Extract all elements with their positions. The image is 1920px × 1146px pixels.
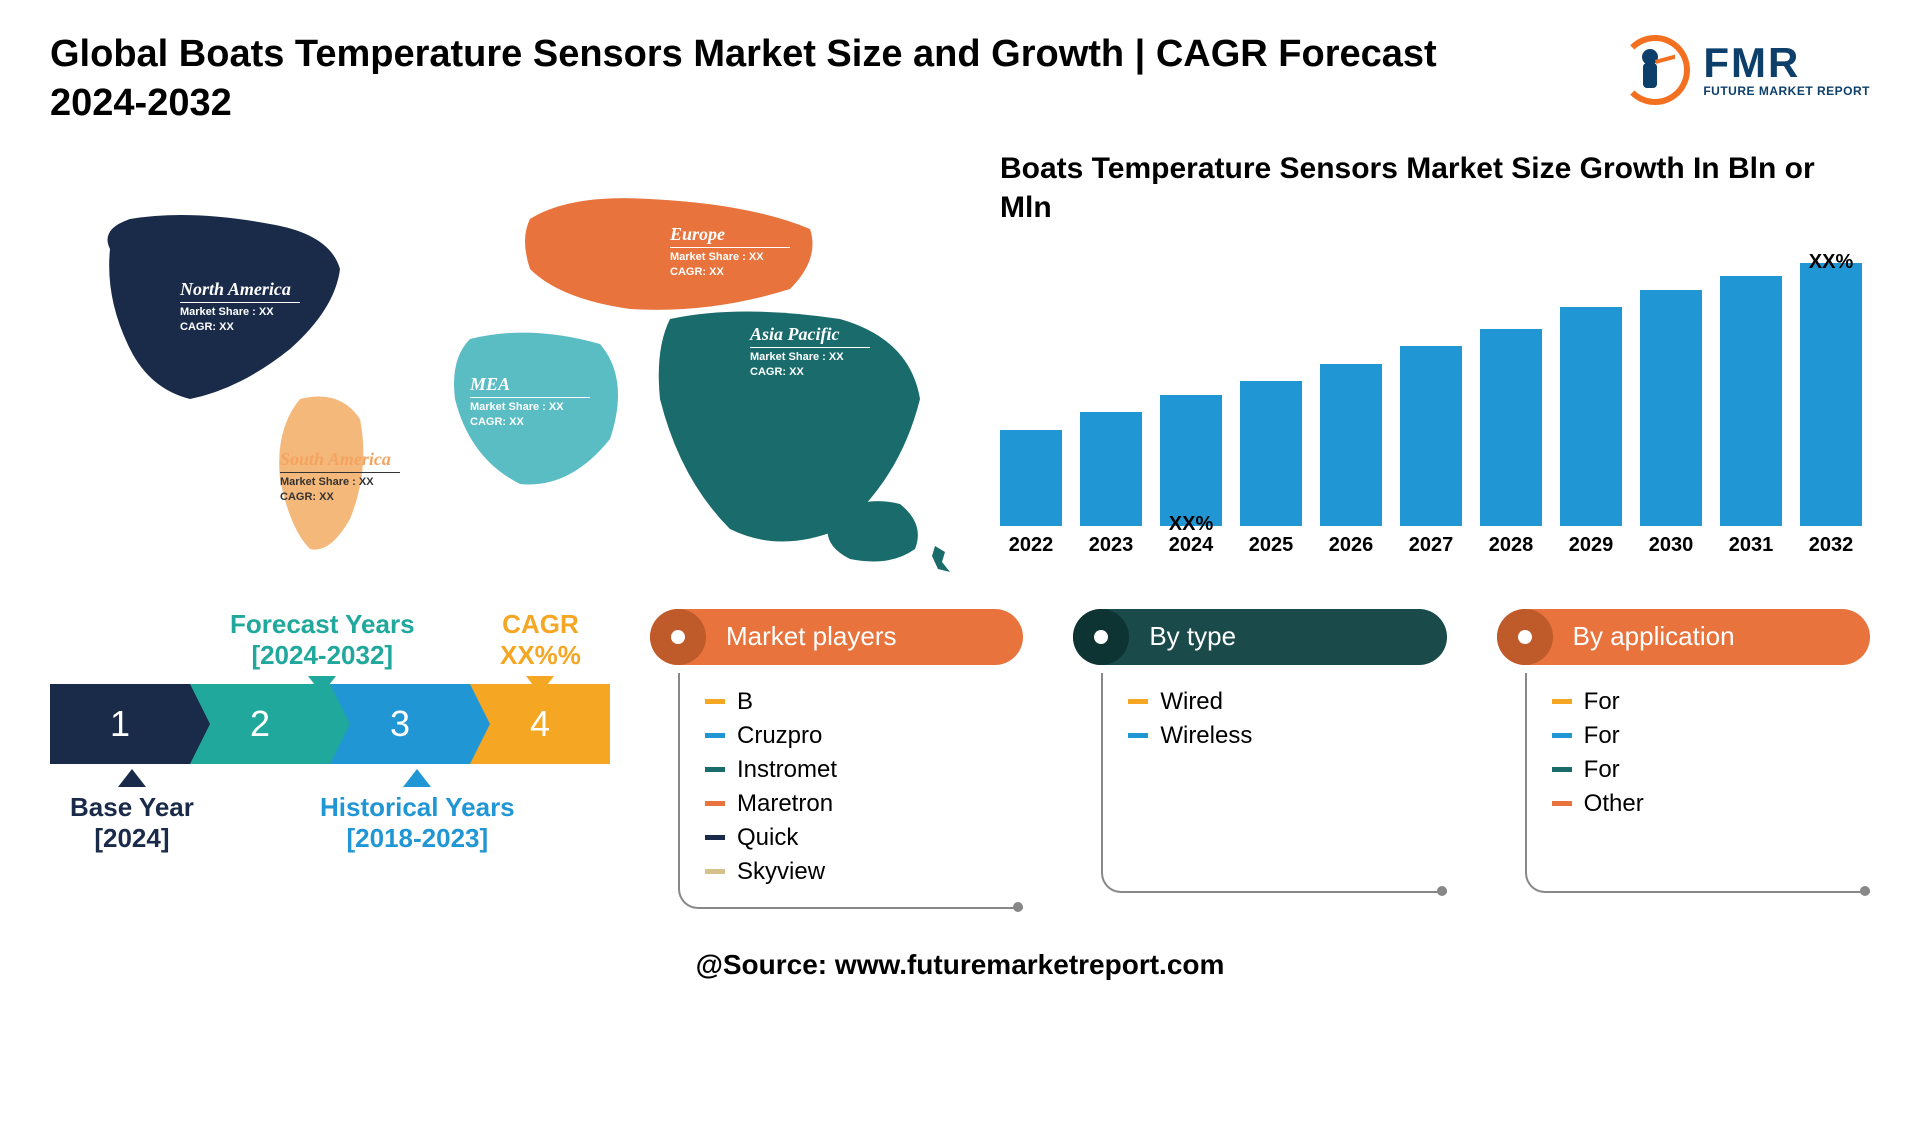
bar-2025: 2025: [1240, 381, 1302, 556]
bar-2023: 2023: [1080, 412, 1142, 557]
timeline: Forecast Years[2024-2032]CAGRXX%% 1234 B…: [50, 609, 610, 849]
logo-icon: [1615, 30, 1695, 110]
pill-header: By type: [1073, 609, 1446, 665]
bar-2030: 2030: [1640, 290, 1702, 557]
bar-2026: 2026: [1320, 364, 1382, 557]
pill-list: Wired Wireless: [1101, 673, 1446, 893]
timeline-label-bottom: Base Year[2024]: [70, 769, 194, 854]
bar-2028: 2028: [1480, 329, 1542, 557]
pill-item: Cruzpro: [705, 722, 1023, 750]
pill-item: Wired: [1128, 688, 1446, 716]
pill-item: Quick: [705, 824, 1023, 852]
timeline-label-top: CAGRXX%%: [500, 609, 581, 694]
pill-list: B Cruzpro Instromet Maretron Quick Skyview: [678, 673, 1023, 909]
region-label-eu: EuropeMarket Share : XXCAGR: XX: [670, 224, 790, 281]
pill-column: Market players B Cruzpro Instromet Maretron…: [650, 609, 1023, 909]
world-map: North AmericaMarket Share : XXCAGR: XX So…: [50, 149, 950, 569]
region-label-sa: South AmericaMarket Share : XXCAGR: XX: [280, 449, 400, 506]
bar-2031: 2031: [1720, 276, 1782, 556]
pill-item: Skyview: [705, 858, 1023, 886]
chart-title: Boats Temperature Sensors Market Size Gr…: [1000, 149, 1870, 227]
pill-item: Instromet: [705, 756, 1023, 784]
timeline-label-bottom: Historical Years[2018-2023]: [320, 769, 515, 854]
source-text: @Source: www.futuremarketreport.com: [50, 949, 1870, 981]
timeline-segment-1: 1: [50, 684, 190, 764]
logo-sub: FUTURE MARKET REPORT: [1703, 84, 1870, 98]
pill-item: Maretron: [705, 790, 1023, 818]
timeline-segment-4: 4: [470, 684, 610, 764]
bar-2022: 2022: [1000, 430, 1062, 557]
pill-item: For: [1552, 722, 1870, 750]
logo: FMR FUTURE MARKET REPORT: [1615, 30, 1870, 110]
pill-column: By application For For For Other: [1497, 609, 1870, 909]
timeline-segment-3: 3: [330, 684, 470, 764]
region-label-na: North AmericaMarket Share : XXCAGR: XX: [180, 279, 300, 336]
pill-item: Other: [1552, 790, 1870, 818]
growth-chart: Boats Temperature Sensors Market Size Gr…: [980, 149, 1870, 569]
page-title: Global Boats Temperature Sensors Market …: [50, 30, 1450, 129]
timeline-label-top: Forecast Years[2024-2032]: [230, 609, 415, 694]
bar-2027: 2027: [1400, 346, 1462, 556]
pill-item: For: [1552, 688, 1870, 716]
logo-main: FMR: [1703, 42, 1870, 84]
timeline-segment-2: 2: [190, 684, 330, 764]
pill-header: Market players: [650, 609, 1023, 665]
pill-item: B: [705, 688, 1023, 716]
pill-column: By type Wired Wireless: [1073, 609, 1446, 909]
region-label-ap: Asia PacificMarket Share : XXCAGR: XX: [750, 324, 870, 381]
bar-2024: XX%2024: [1160, 395, 1222, 557]
pill-item: For: [1552, 756, 1870, 784]
pill-header: By application: [1497, 609, 1870, 665]
bar-2032: XX%2032: [1800, 263, 1862, 557]
bar-2029: 2029: [1560, 307, 1622, 557]
pill-item: Wireless: [1128, 722, 1446, 750]
pill-list: For For For Other: [1525, 673, 1870, 893]
region-label-mea: MEAMarket Share : XXCAGR: XX: [470, 374, 590, 431]
